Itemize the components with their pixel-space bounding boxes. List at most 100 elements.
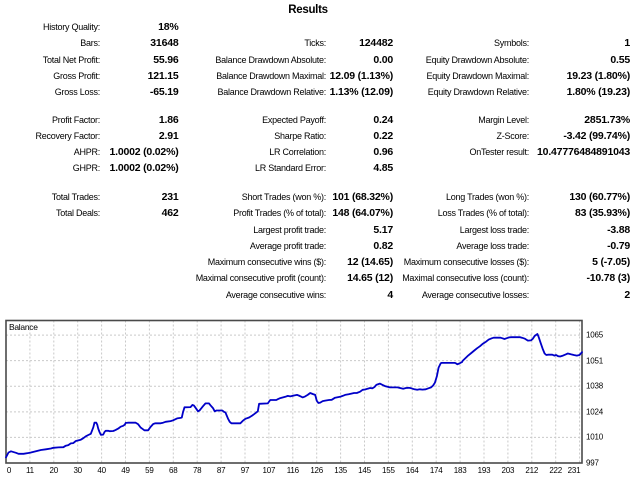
stat-value: 19.23 (1.80%) [566, 69, 631, 82]
stat-value: -3.88 [607, 223, 630, 236]
stat-label: Ticks: [304, 38, 326, 49]
stat-label: Margin Level: [478, 114, 529, 125]
stat-value: 1 [624, 37, 630, 50]
stat-value: 1.0002 (0.02%) [109, 162, 179, 175]
stat-value: 121.15 [147, 69, 179, 82]
x-axis-tick: 11 [25, 466, 34, 475]
stat-label: Average consecutive losses: [421, 289, 529, 300]
stat-label: Average loss trade: [456, 240, 529, 251]
x-axis-tick: 78 [192, 466, 202, 475]
stat-value: 55.96 [153, 53, 179, 66]
x-axis-tick: 0 [6, 466, 12, 475]
x-axis-tick: 212 [525, 466, 539, 475]
y-axis-tick: 1065 [586, 330, 603, 340]
stat-label: Short Trades (won %): [241, 192, 327, 202]
stat-label: Balance Drawdown Maximal: [216, 70, 326, 81]
x-axis-tick: 222 [549, 466, 563, 475]
x-axis-tick: 155 [382, 466, 395, 475]
y-axis-tick: 1010 [586, 432, 603, 442]
stat-value: 2.91 [158, 129, 179, 142]
x-axis-tick: 30 [73, 466, 82, 475]
stat-label: LR Correlation: [269, 147, 326, 157]
stat-label: Balance Drawdown Relative: [217, 87, 326, 97]
x-axis-tick: 97 [240, 466, 250, 475]
stat-value: 124482 [359, 37, 393, 50]
x-axis-tick: 49 [121, 466, 130, 475]
stat-label: Maximum consecutive wins ($): [207, 257, 327, 267]
stat-label: Gross Loss: [54, 87, 101, 97]
stat-label: Recovery Factor: [35, 130, 100, 141]
stat-value: 0.22 [373, 129, 393, 142]
stat-value: 5.17 [373, 223, 393, 236]
stat-label: Maximum consecutive losses ($): [403, 257, 530, 267]
stat-value: 14.65 (12) [347, 272, 393, 285]
x-axis-tick: 145 [358, 466, 371, 475]
stat-value: 462 [161, 207, 179, 220]
x-axis-tick: 107 [262, 466, 276, 475]
stat-label: Gross Profit: [53, 70, 100, 81]
stat-value: 12.09 (1.13%) [329, 69, 394, 82]
stat-value: 31648 [150, 37, 179, 50]
stat-label: GHPR: [72, 163, 101, 174]
stat-value: 10.47776484891043 [537, 146, 630, 158]
stat-label: Symbols: [493, 38, 529, 49]
stat-label: Average profit trade: [249, 240, 326, 251]
stat-label: Total Deals: [55, 208, 100, 219]
stat-value: -65.19 [149, 86, 179, 98]
stat-label: Long Trades (won %): [445, 192, 529, 202]
stat-label: Total Net Profit: [42, 54, 101, 65]
stat-value: 4.85 [373, 162, 393, 175]
stat-value: 0.82 [373, 239, 393, 252]
stat-value: 12 (14.65) [347, 256, 393, 268]
stat-label: History Quality: [42, 22, 100, 32]
x-axis-tick: 183 [453, 466, 467, 475]
stat-label: Average consecutive wins: [225, 289, 326, 300]
x-axis-tick: 231 [567, 466, 581, 475]
stat-label: Loss Trades (% of total): [437, 208, 530, 219]
stat-value: 148 (64.07%) [332, 207, 393, 220]
x-axis-tick: 59 [145, 466, 154, 475]
page-title: Results [288, 4, 328, 16]
stat-label: Bars: [80, 38, 100, 49]
stat-value: 0.24 [373, 113, 393, 126]
stat-label: OnTester result: [469, 147, 529, 157]
y-axis-tick: 1024 [586, 407, 603, 417]
stat-value: 0.96 [373, 146, 393, 158]
stat-label: Sharpe Ratio: [274, 130, 326, 141]
x-axis-tick: 164 [405, 466, 419, 475]
stat-label: Total Trades: [51, 192, 101, 202]
stat-value: -10.78 (3) [586, 272, 630, 285]
stat-value: 101 (68.32%) [332, 191, 393, 203]
x-axis-tick: 87 [216, 466, 226, 475]
stat-label: LR Standard Error: [254, 163, 326, 174]
stat-label: Z-Score: [496, 130, 529, 141]
x-axis-tick: 203 [501, 466, 515, 475]
stat-label: Profit Factor: [51, 114, 100, 125]
stat-value: 4 [387, 288, 393, 301]
stat-label: Expected Payoff: [262, 114, 326, 125]
stat-label: Equity Drawdown Maximal: [426, 70, 529, 81]
stat-value: 83 (35.93%) [574, 207, 630, 220]
stat-value: 1.13% (12.09) [329, 86, 394, 98]
stat-value: 2851.73% [584, 113, 630, 126]
stat-value: 5 (-7.05) [592, 256, 630, 268]
stat-label: Balance Drawdown Absolute: [215, 54, 326, 65]
x-axis-tick: 174 [429, 466, 443, 475]
y-axis-tick: 1051 [586, 356, 603, 366]
stat-label: Equity Drawdown Relative: [427, 87, 530, 97]
stat-label: Maximal consecutive loss (count): [402, 273, 529, 284]
stat-value: 231 [161, 191, 179, 203]
x-axis-tick: 193 [477, 466, 491, 475]
stat-value: 2 [624, 288, 630, 301]
stat-value: -3.42 (99.74%) [563, 129, 630, 142]
stat-label: Largest loss trade: [459, 224, 530, 235]
stat-label: AHPR: [73, 147, 101, 157]
stat-value: 0.00 [373, 53, 393, 66]
stat-value: 1.80% (19.23) [566, 86, 631, 98]
x-axis-tick: 126 [310, 466, 324, 475]
stat-label: Profit Trades (% of total): [233, 208, 326, 219]
stat-value: 130 (60.77%) [569, 191, 630, 203]
stat-value: 1.0002 (0.02%) [109, 146, 179, 158]
stat-label: Maximal consecutive profit (count): [195, 273, 327, 284]
